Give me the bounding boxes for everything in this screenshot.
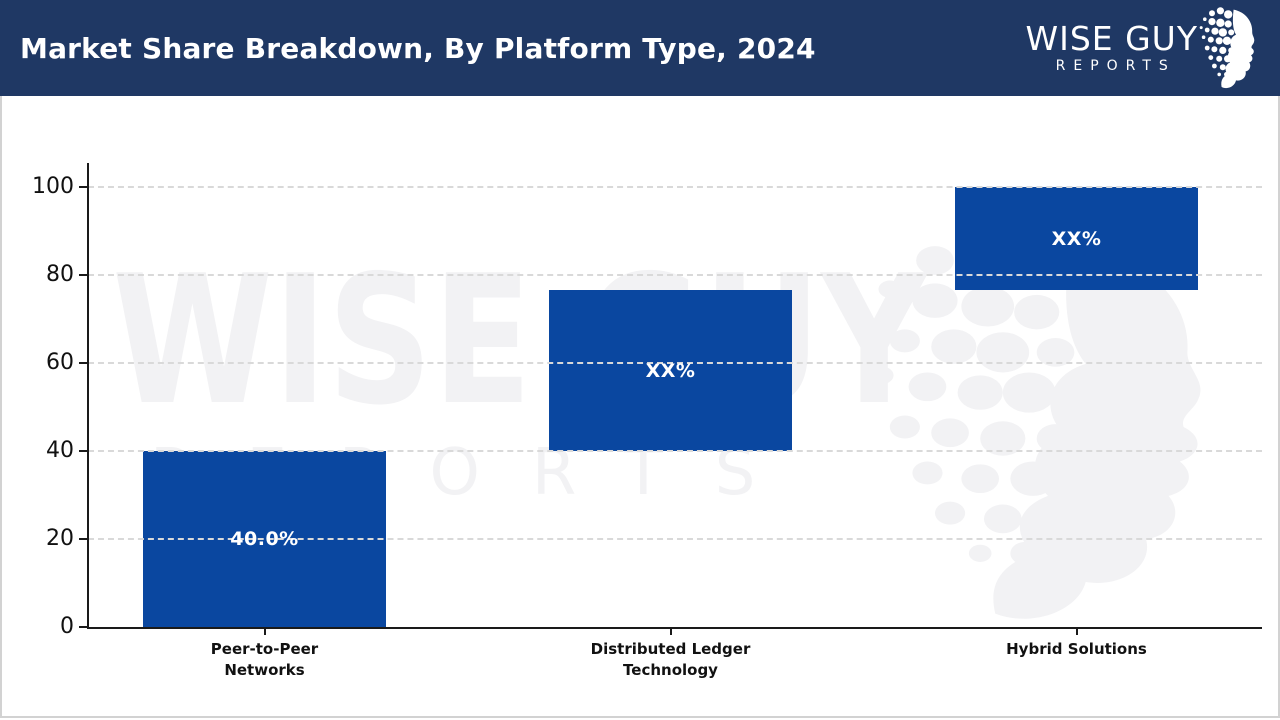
wiseguy-logo: WISE GUY REPORTS <box>1025 6 1266 90</box>
gridline <box>88 274 1262 276</box>
logo-wordmark: WISE GUY <box>1025 19 1198 58</box>
x-axis-label-line: Technology <box>623 661 718 679</box>
x-axis-label-line: Networks <box>224 661 305 679</box>
y-tick-mark <box>79 626 88 628</box>
x-axis-label-line: Distributed Ledger <box>590 640 751 658</box>
y-tick-mark <box>79 538 88 540</box>
y-tick-label: 0 <box>60 614 74 639</box>
x-axis-label-line: Peer-to-Peer <box>210 640 319 658</box>
y-tick-label: 60 <box>46 350 74 375</box>
header: Market Share Breakdown, By Platform Type… <box>0 0 1280 96</box>
x-tick-mark <box>263 627 266 635</box>
x-axis-label: Peer-to-Peer Networks <box>105 639 425 681</box>
y-tick-label: 80 <box>46 262 74 287</box>
y-tick-mark <box>79 450 88 452</box>
y-tick-label: 20 <box>46 526 74 551</box>
y-tick-mark <box>79 274 88 276</box>
gridline <box>88 186 1262 188</box>
page-title: Market Share Breakdown, By Platform Type… <box>20 31 816 65</box>
gridline <box>88 538 1262 540</box>
logo-text: WISE GUY REPORTS <box>1025 19 1198 75</box>
x-tick-mark <box>1075 627 1078 635</box>
y-tick-label: 40 <box>46 438 74 463</box>
x-tick-mark <box>669 627 672 635</box>
logo-head-icon <box>1194 6 1266 90</box>
y-tick-mark <box>79 186 88 188</box>
y-axis-spine <box>87 163 89 629</box>
gridline <box>88 362 1262 364</box>
y-tick-label: 100 <box>32 174 74 199</box>
x-axis-label: Hybrid Solutions <box>917 639 1237 660</box>
x-axis-label: Distributed Ledger Technology <box>511 639 831 681</box>
logo-subtitle: REPORTS <box>1055 58 1176 74</box>
bar-value-label: XX% <box>1051 227 1102 250</box>
bar <box>549 290 792 451</box>
bar-value-label: XX% <box>645 359 696 382</box>
bar-value-label: 40.0% <box>230 528 299 550</box>
gridline <box>88 450 1262 452</box>
x-axis-label-line: Hybrid Solutions <box>1006 640 1147 658</box>
y-tick-mark <box>79 362 88 364</box>
x-axis-spine <box>87 627 1262 629</box>
